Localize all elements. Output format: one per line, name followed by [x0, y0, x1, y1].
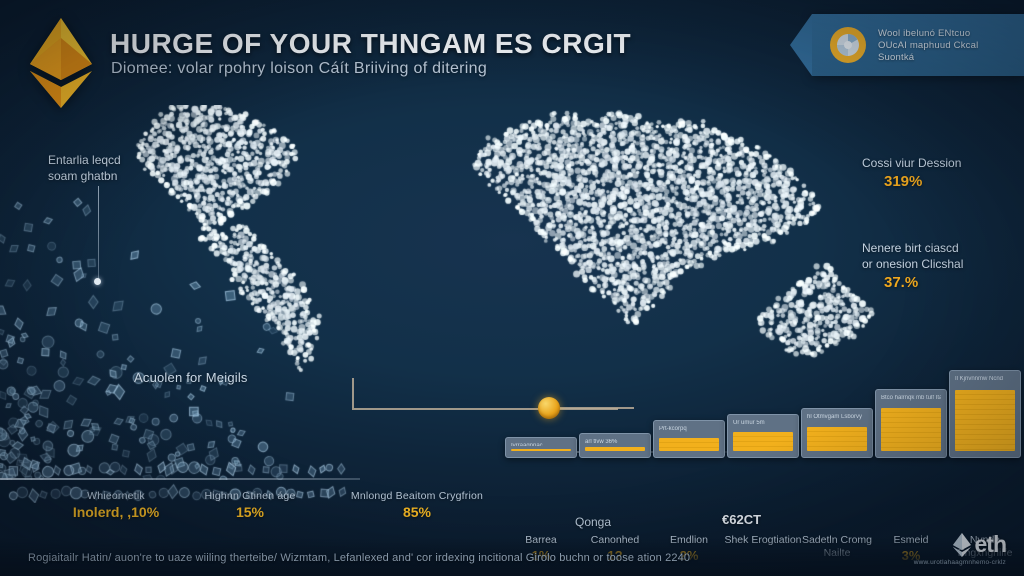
stat-value: 85%: [402, 504, 432, 520]
badge-line-2: OUcAI maphuud Ckcal: [878, 39, 979, 51]
callout-left-line-1: Entarlia leqcd: [48, 153, 121, 167]
callout-right-secondary-line-2: or onesion Clicshal: [862, 257, 964, 272]
callout-right-secondary: Nenere birt ciascd or onesion Clicshal 3…: [862, 240, 1024, 291]
callout-leader-line: [98, 186, 99, 282]
footer-url: www.urotlahaagmnhemo-crklz: [913, 559, 1006, 566]
bar-card-header: hl Otmvgam Lsborvy: [807, 414, 863, 420]
bar-fill: [807, 426, 867, 451]
bar-fill: [881, 408, 941, 451]
stat-item: Mnlongd Beaitom Crygfrion 85%: [322, 490, 512, 520]
circular-coin-badge-icon: [828, 25, 868, 65]
stat-value: 15%: [235, 504, 265, 520]
badge-line-3: Suontká: [878, 51, 915, 63]
token-scatter-canvas: [0, 195, 300, 480]
callout-right-secondary-value: 37.%: [884, 274, 919, 292]
ethereum-mark-icon: [952, 532, 971, 557]
callout-right-secondary-line-1: Nenere birt ciascd: [862, 241, 959, 255]
bar-card-header: arl tlvw 36%: [585, 439, 618, 445]
bar-card[interactable]: Prt-kcorpq: [653, 420, 725, 458]
badge-line-1: Wool ibelunó ENtcuo: [878, 27, 971, 39]
bar-chart: IvrraagnnacBarrea1%arl tlvw 36%Canonhed1…: [505, 370, 1024, 563]
bar-card-header: Ivrraagnnac: [511, 443, 543, 446]
bar-card[interactable]: hl Otmvgam Lsborvy: [801, 408, 873, 458]
callout-left: Entarlia leqcd soam ghatbn: [48, 152, 228, 184]
bar-card-header: Prt-kcorpq: [659, 426, 687, 432]
bar-card[interactable]: Il Kjnvnnmw Ncnd: [949, 370, 1021, 458]
bar-card-header: Ur umur 5m: [733, 420, 765, 426]
section-divider: [0, 478, 360, 480]
stat-item: Highnn Gtinen áge 15%: [170, 490, 330, 520]
page-subtitle: Diomee: volar rpohry loison Cáít Briivin…: [111, 60, 488, 77]
callout-right-primary-value: 319%: [884, 173, 923, 191]
bar-fill: [733, 432, 793, 451]
footer-logo[interactable]: eth www.urotlahaagmnhemo-crklz: [913, 531, 1007, 566]
callout-right-primary-text: Cossi viur Dession: [862, 156, 962, 170]
bar-card[interactable]: Ivrraagnnac: [505, 437, 577, 458]
header-badge-text: Wool ibelunó ENtcuo OUcAI maphuud Ckcal …: [878, 28, 978, 63]
bar-card[interactable]: Ur umur 5m: [727, 414, 799, 458]
chart-note-a: Qonga: [575, 515, 612, 529]
bar-fill: [511, 449, 571, 451]
ethereum-diamond-icon: [24, 16, 98, 110]
callout-leader-dot: [94, 278, 101, 285]
callout-right-primary: Cossi viur Dession 319%: [862, 155, 1024, 190]
stat-label: Highnn Gtinen áge: [204, 490, 296, 502]
callout-left-line-2: soam ghatbn: [48, 169, 118, 184]
bar-card[interactable]: Btco halrnqk mb tulf Ita: [875, 389, 947, 458]
token-scatter-cluster: [0, 195, 300, 480]
bar-fill: [659, 437, 719, 451]
stat-label: Mnlongd Beaitom Crygfrion: [350, 490, 484, 502]
bar-card-header: Btco halrnqk mb tulf Ita: [881, 395, 941, 401]
footer-disclaimer: Rogiaitailr Hatin/ auon're to uaze wiili…: [28, 552, 691, 564]
bar-fill: [585, 447, 645, 451]
header-badge[interactable]: Wool ibelunó ENtcuo OUcAI maphuud Ckcal …: [790, 14, 1024, 76]
bar-card-header: Il Kjnvnnmw Ncnd: [955, 376, 1004, 382]
callout-middle: Acuolen for Meigils: [134, 370, 248, 385]
chart-note-b: €62CT: [722, 512, 762, 527]
bar-card[interactable]: arl tlvw 36%: [579, 433, 651, 458]
bar-fill: [955, 389, 1015, 451]
page-title: HURGE OF YOUR THNGAM ES CRGIT: [110, 28, 632, 59]
footer-logo-word: eth: [974, 531, 1007, 557]
